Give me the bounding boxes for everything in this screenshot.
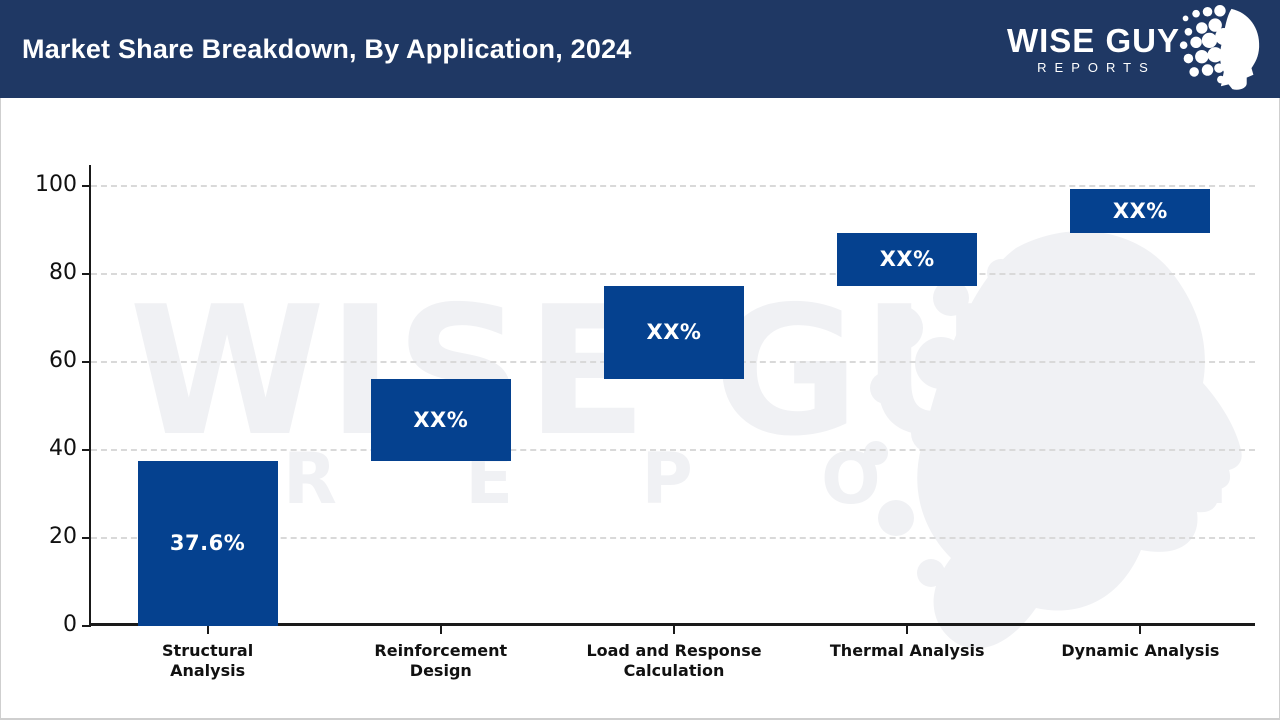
y-tick-label-60: 60 — [49, 348, 77, 374]
bar-value-label: XX% — [646, 320, 702, 345]
bar-segment: XX% — [604, 285, 744, 379]
y-tick-0 — [82, 625, 91, 627]
y-tick-label-40: 40 — [49, 436, 77, 462]
brand-face-icon — [1179, 5, 1260, 90]
gridline-80 — [91, 273, 1255, 276]
y-tick-80 — [82, 273, 91, 276]
bar-segment: XX% — [837, 232, 978, 286]
x-category-label: Load and Response Calculation — [586, 641, 762, 680]
y-tick-40 — [82, 449, 91, 452]
x-tick-0 — [206, 626, 209, 634]
x-tick-2 — [673, 626, 675, 634]
bar-value-label: 37.6% — [169, 531, 246, 556]
plot-area: 0 20 40 60 80 100 37.6% Structural Analysis XX% R… — [35, 165, 1255, 680]
y-tick-20 — [82, 537, 91, 540]
brand-name: WISE GUY — [1006, 22, 1180, 59]
bar-segment: 37.6% — [137, 460, 278, 626]
gridline-40 — [91, 449, 1255, 452]
chart-canvas: WISE GUY R E P O R T S 02040608010037.6%… — [0, 98, 1280, 720]
brand-subname: REPORTS — [1037, 60, 1156, 75]
gridline-20 — [91, 537, 1255, 540]
bar-segment: XX% — [1070, 189, 1211, 233]
x-tick-3 — [906, 626, 909, 634]
bar-value-label: XX% — [413, 407, 469, 432]
x-category-label: Dynamic Analysis — [1061, 641, 1220, 660]
x-category-label: Structural Analysis — [162, 641, 254, 680]
gridline-100 — [91, 185, 1255, 188]
y-tick-100 — [82, 185, 91, 188]
x-tick-4 — [1139, 626, 1142, 634]
y-tick-label-80: 80 — [49, 260, 77, 286]
y-tick-label-20: 20 — [49, 524, 77, 550]
x-tick-1 — [439, 626, 442, 634]
bar-value-label: XX% — [1112, 198, 1168, 223]
header-bar: Market Share Breakdown, By Application, … — [0, 0, 1280, 98]
brand-logo: WISE GUY REPORTS — [1007, 5, 1262, 93]
brand-logo-text: WISE GUY REPORTS — [1007, 24, 1180, 74]
chart-title: Market Share Breakdown, By Application, … — [22, 33, 632, 64]
x-category-label: Thermal Analysis — [829, 641, 985, 660]
y-tick-label-0: 0 — [63, 612, 77, 637]
x-category-label: Reinforcement Design — [374, 641, 508, 680]
bar-segment: XX% — [370, 378, 511, 461]
y-tick-label-100: 100 — [35, 172, 77, 198]
bar-value-label: XX% — [879, 247, 935, 272]
y-tick-60 — [82, 361, 91, 364]
